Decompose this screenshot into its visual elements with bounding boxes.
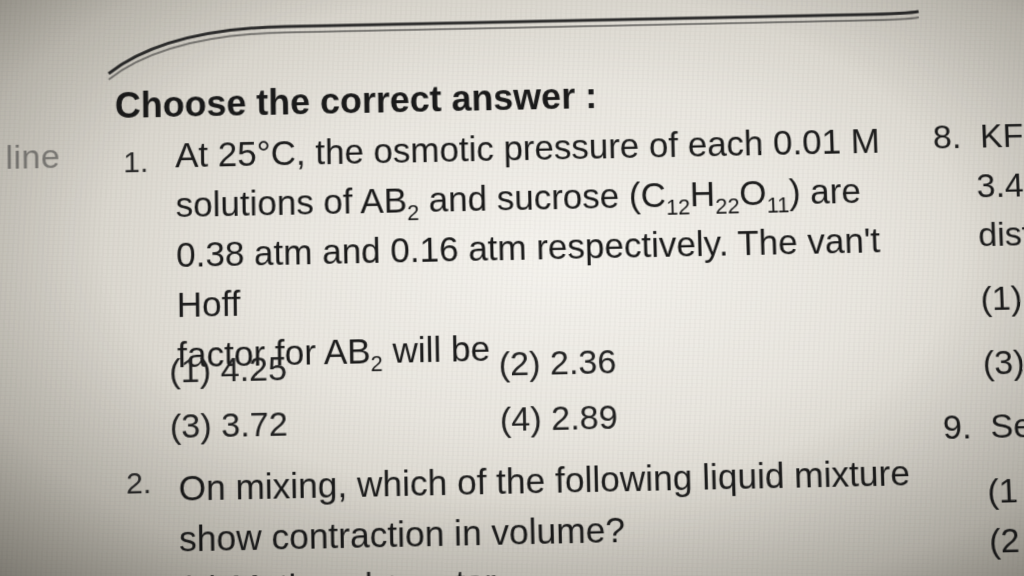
q1-line1: At 25°C, the osmotic pressure of each 0.… [175, 122, 880, 175]
question-2-number: 2. [126, 467, 152, 502]
margin-text-line: line [5, 138, 60, 178]
right-dist: dist [977, 211, 1024, 261]
q1-line2-a: solutions of AB [175, 181, 407, 225]
right-b1: (1 [987, 466, 1024, 517]
q1-line2-c: H [689, 175, 715, 214]
q1-option-3: (3) 3.72 [170, 405, 288, 447]
q1-option-4: (4) 2.89 [499, 398, 618, 440]
right-cutoff-column: 8. KF 3.48 dist (1) (3) 9. Se (1 (2 [932, 112, 1024, 569]
question-2: 2. On mixing, which of the following liq… [126, 449, 915, 567]
q1-line2-e: ) are [788, 172, 861, 212]
q1-line2-b: and sucrose (C [419, 176, 667, 220]
right-q8-number: 8. [932, 118, 962, 156]
q1-line3: 0.38 atm and 0.16 atm respectively. The … [176, 221, 881, 325]
q1-option-2: (2) 2.36 [498, 343, 617, 385]
q1-option-1: (1) 4.25 [169, 350, 287, 392]
q1-sub-ab2: 2 [407, 200, 419, 225]
right-kf: KF [979, 117, 1024, 156]
q1-line2-d: O [739, 174, 767, 213]
q2-option-1: (1) Methanol + water [179, 563, 496, 576]
q1-sub-h22: 22 [715, 193, 740, 218]
right-b2: (2 [988, 516, 1024, 567]
curve-path-shadow [108, 17, 920, 79]
q1-line4-b: will be [382, 330, 490, 371]
right-p1: (1) [980, 274, 1024, 325]
right-se: Se [990, 407, 1024, 446]
question-1-number: 1. [123, 146, 148, 180]
q2-line2: show contraction in volume? [179, 511, 626, 560]
question-1: 1. At 25°C, the osmotic pressure of each… [123, 117, 899, 383]
q2-line1: On mixing, which of the following liquid… [178, 454, 910, 509]
q1-options-row2: (3) 3.72 (4) 2.89 [170, 392, 914, 408]
right-p3: (3) [982, 338, 1024, 389]
header-divider-curve [106, 7, 922, 81]
section-heading: Choose the correct answer : [115, 75, 598, 127]
question-2-body: On mixing, which of the following liquid… [178, 449, 914, 566]
right-348: 3.48 [976, 161, 1024, 211]
curve-path [108, 11, 920, 73]
question-1-body: At 25°C, the osmotic pressure of each 0.… [175, 117, 899, 382]
q1-sub-ab2b: 2 [371, 351, 384, 376]
q1-sub-o11: 11 [766, 192, 789, 217]
right-q9-number: 9. [942, 408, 972, 447]
q1-sub-c12: 12 [666, 194, 691, 219]
